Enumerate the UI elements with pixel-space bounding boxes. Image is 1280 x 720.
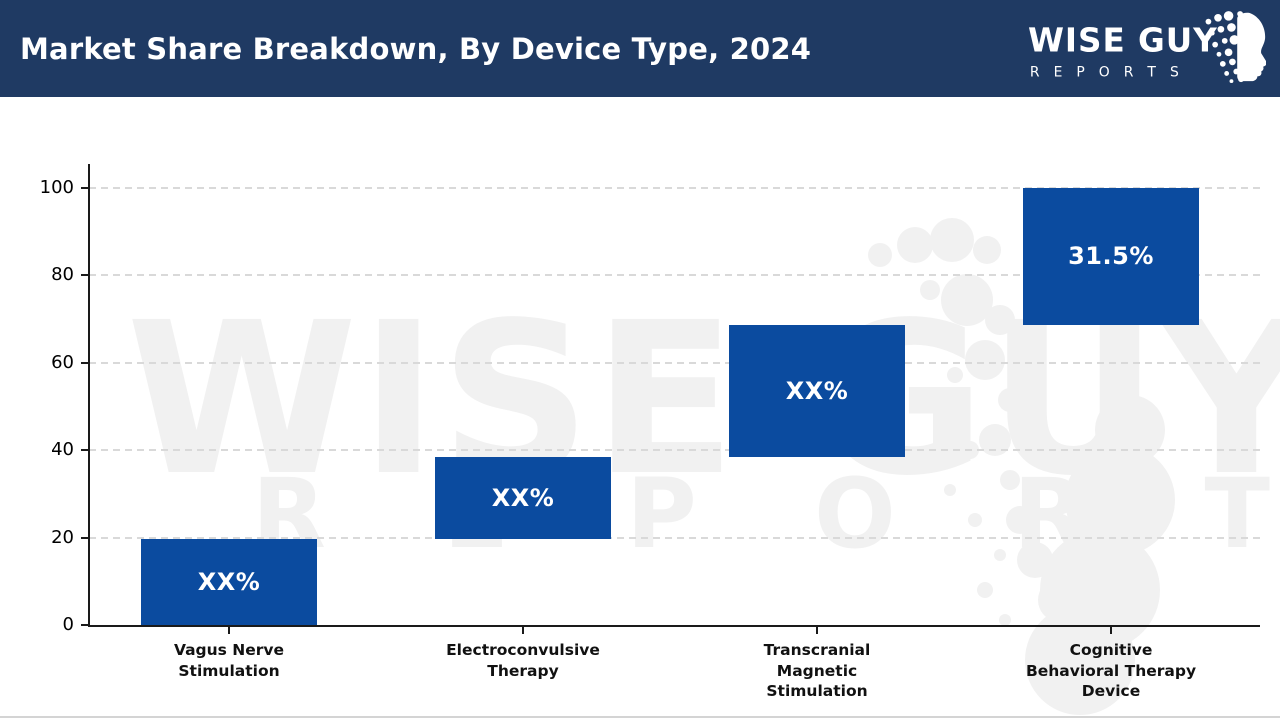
gridline-60 [89, 361, 1262, 364]
bar-segment: XX% [141, 539, 317, 625]
x-category-line: Vagus Nerve [173, 641, 285, 659]
gridline-20 [89, 536, 1262, 539]
logo-head-icon [1205, 11, 1266, 84]
watermark-head-dots [868, 218, 1175, 715]
x-category-line: Transcranial [763, 641, 871, 659]
y-tick-mark [81, 186, 88, 189]
x-category-line: Behavioral Therapy [1025, 661, 1197, 680]
chart-title: Market Share Breakdown, By Device Type, … [20, 31, 812, 66]
wise-guy-reports-logo: WISE GUY R E P O R T S [1028, 11, 1266, 84]
gridline-100 [89, 186, 1262, 189]
y-tick-mark [81, 624, 88, 626]
y-tick-mark [81, 449, 88, 451]
y-tick-label: 60 [51, 351, 74, 373]
bar-segment: XX% [729, 325, 905, 458]
bar-value-label: XX% [491, 484, 555, 513]
y-tick-label: 0 [62, 614, 74, 635]
y-tick-label: 100 [39, 176, 74, 198]
bar-value-label: XX% [197, 568, 261, 597]
bar-value-label: XX% [785, 377, 849, 406]
x-tick-mark [228, 627, 230, 634]
x-tick-mark [816, 627, 818, 634]
y-tick-mark [81, 536, 88, 539]
gridline-40 [89, 449, 1262, 451]
header-banner: Market Share Breakdown, By Device Type, … [0, 0, 1280, 97]
bar-value-label: 31.5% [1068, 242, 1154, 271]
x-category-line: Therapy [487, 661, 559, 680]
footer-divider [0, 716, 1280, 718]
x-category-line: Stimulation [178, 661, 280, 680]
x-category-line: Electroconvulsive [446, 641, 600, 659]
y-tick-label: 40 [51, 439, 74, 460]
y-tick-mark [81, 361, 88, 364]
x-category-line: Stimulation [766, 682, 868, 700]
x-tick-mark [522, 627, 524, 634]
x-category-label: Cognitive Behavioral Therapy Device [966, 640, 1256, 702]
x-category-line: Device [1081, 682, 1141, 700]
y-tick-label: 20 [51, 526, 74, 548]
bar-segment: 31.5% [1023, 187, 1199, 326]
x-category-line: Cognitive [1069, 641, 1153, 659]
bar-segment: XX% [435, 457, 611, 540]
y-tick-mark [81, 274, 88, 276]
x-category-line: Magnetic [776, 661, 858, 680]
y-axis-line [88, 164, 90, 627]
logo-wordmark: WISE GUY [1028, 21, 1218, 59]
x-tick-mark [1110, 627, 1112, 634]
y-tick-label: 80 [51, 264, 74, 285]
x-category-label: Vagus Nerve Stimulation [84, 640, 374, 681]
gridline-80 [89, 274, 1262, 276]
logo-subtext: R E P O R T S [1030, 64, 1184, 80]
x-category-label: Electroconvulsive Therapy [378, 640, 668, 681]
x-axis-line [88, 625, 1260, 627]
x-category-label: Transcranial Magnetic Stimulation [672, 640, 962, 702]
